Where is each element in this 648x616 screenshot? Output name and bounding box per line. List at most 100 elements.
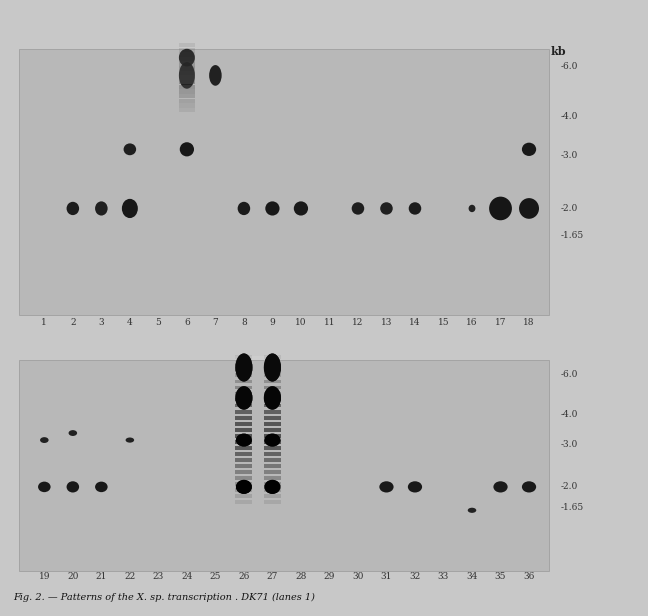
Ellipse shape <box>235 386 253 410</box>
Bar <box>235 434 253 438</box>
Ellipse shape <box>236 434 252 447</box>
Text: Fig. 2. — Patterns of the X. sp. transcription . DK71 (lanes 1): Fig. 2. — Patterns of the X. sp. transcr… <box>13 593 315 602</box>
Text: 12: 12 <box>353 318 364 326</box>
Bar <box>264 446 281 450</box>
Bar <box>235 452 253 456</box>
Bar <box>235 495 253 498</box>
Text: 2: 2 <box>70 318 76 326</box>
Bar <box>235 476 253 480</box>
Bar <box>235 500 253 505</box>
Ellipse shape <box>67 202 79 215</box>
Bar <box>235 416 253 419</box>
Bar <box>235 398 253 402</box>
Ellipse shape <box>124 144 136 155</box>
Bar <box>264 410 281 413</box>
Text: 32: 32 <box>410 572 421 580</box>
Bar <box>235 446 253 450</box>
Text: 35: 35 <box>495 572 506 580</box>
Bar <box>264 495 281 498</box>
Ellipse shape <box>380 202 393 214</box>
Bar <box>179 43 195 47</box>
Text: 8: 8 <box>241 318 247 326</box>
Bar <box>264 403 281 407</box>
Bar <box>264 398 281 402</box>
Text: 9: 9 <box>270 318 275 326</box>
Bar <box>264 367 281 371</box>
Bar <box>179 94 195 99</box>
Text: 3: 3 <box>98 318 104 326</box>
Ellipse shape <box>236 480 252 494</box>
Text: 28: 28 <box>295 572 307 580</box>
Text: 4: 4 <box>127 318 133 326</box>
Text: -4.0: -4.0 <box>561 112 578 121</box>
Text: 7: 7 <box>213 318 218 326</box>
Bar <box>179 108 195 112</box>
Ellipse shape <box>236 480 252 494</box>
Text: 29: 29 <box>324 572 335 580</box>
Ellipse shape <box>493 481 507 493</box>
Bar <box>179 71 195 75</box>
Bar <box>179 80 195 84</box>
Ellipse shape <box>264 434 281 447</box>
Bar <box>264 373 281 377</box>
Text: 6: 6 <box>184 318 190 326</box>
Ellipse shape <box>40 437 49 443</box>
Bar <box>235 440 253 444</box>
Text: -2.0: -2.0 <box>561 204 577 213</box>
Bar <box>179 75 195 80</box>
Bar <box>264 482 281 486</box>
Ellipse shape <box>95 201 108 216</box>
Bar <box>264 440 281 444</box>
Text: 27: 27 <box>267 572 278 580</box>
Text: 16: 16 <box>467 318 478 326</box>
Bar <box>179 57 195 61</box>
Ellipse shape <box>264 386 281 410</box>
Ellipse shape <box>409 202 421 214</box>
Bar <box>264 458 281 462</box>
Bar <box>235 458 253 462</box>
Text: -1.65: -1.65 <box>561 230 584 240</box>
Text: -4.0: -4.0 <box>561 410 578 419</box>
Ellipse shape <box>352 202 364 214</box>
Bar <box>235 464 253 468</box>
Bar <box>264 452 281 456</box>
Bar <box>264 428 281 432</box>
Ellipse shape <box>38 482 51 492</box>
Text: 30: 30 <box>353 572 364 580</box>
Bar <box>179 84 195 89</box>
Ellipse shape <box>264 434 281 447</box>
Bar <box>264 355 281 359</box>
Bar <box>235 410 253 413</box>
Text: 17: 17 <box>495 318 506 326</box>
Ellipse shape <box>379 481 393 493</box>
Bar <box>235 362 253 365</box>
Bar <box>235 373 253 377</box>
Bar <box>264 470 281 474</box>
Bar <box>235 403 253 407</box>
Bar <box>235 386 253 389</box>
Ellipse shape <box>489 197 512 221</box>
Ellipse shape <box>264 386 281 410</box>
Text: 18: 18 <box>524 318 535 326</box>
Text: -2.0: -2.0 <box>561 482 577 492</box>
Ellipse shape <box>209 65 222 86</box>
Ellipse shape <box>236 434 252 447</box>
Bar <box>179 62 195 66</box>
Text: 10: 10 <box>295 318 307 326</box>
Bar <box>179 99 195 103</box>
Bar <box>264 476 281 480</box>
Ellipse shape <box>264 480 281 494</box>
Text: 26: 26 <box>238 572 249 580</box>
Bar <box>264 392 281 395</box>
Text: 34: 34 <box>467 572 478 580</box>
Text: 14: 14 <box>410 318 421 326</box>
Bar <box>235 428 253 432</box>
Bar <box>179 52 195 57</box>
Bar <box>264 379 281 383</box>
Bar <box>235 482 253 486</box>
Ellipse shape <box>122 199 138 218</box>
Bar <box>264 434 281 438</box>
Ellipse shape <box>126 437 134 443</box>
Bar <box>264 464 281 468</box>
Bar <box>235 470 253 474</box>
